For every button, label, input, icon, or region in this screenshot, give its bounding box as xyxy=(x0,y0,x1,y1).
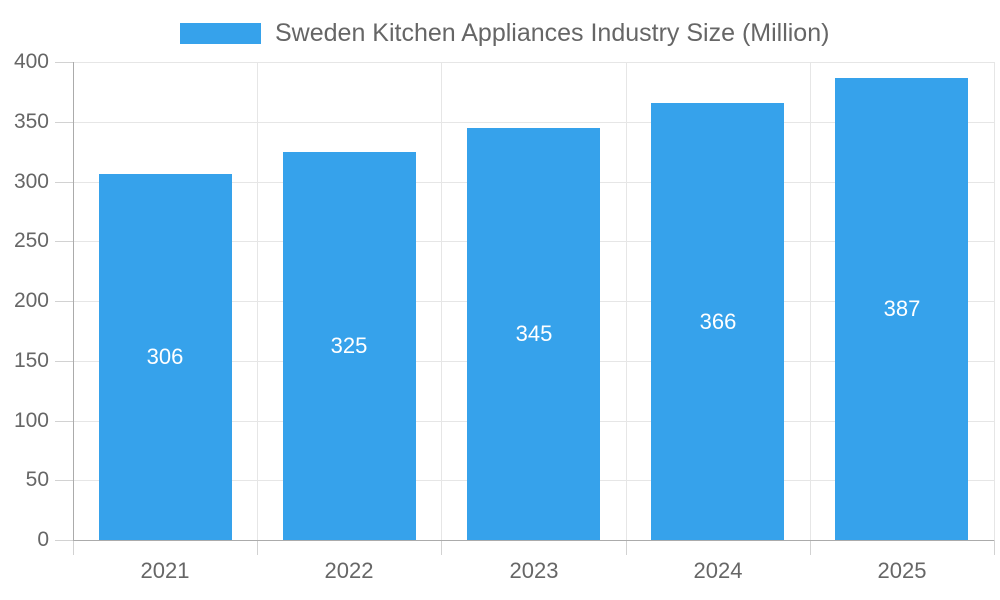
x-grid-line xyxy=(257,62,258,540)
y-axis-tick xyxy=(55,480,73,481)
y-axis-label: 150 xyxy=(13,349,49,372)
y-grid-line xyxy=(73,62,994,63)
y-axis-tick xyxy=(55,182,73,183)
y-axis-label: 350 xyxy=(13,110,49,133)
y-axis-tick xyxy=(55,361,73,362)
x-axis-label: 2023 xyxy=(509,558,559,583)
y-axis-tick xyxy=(55,62,73,63)
y-axis-tick xyxy=(55,241,73,242)
x-axis-tick xyxy=(441,540,442,555)
x-axis-tick xyxy=(810,540,811,555)
y-axis-tick xyxy=(55,421,73,422)
bar-2021[interactable] xyxy=(99,174,232,540)
y-axis-label: 0 xyxy=(37,528,49,551)
bar-2023[interactable] xyxy=(467,128,600,540)
legend-item[interactable]: Sweden Kitchen Appliances Industry Size … xyxy=(180,20,829,46)
y-axis-label: 250 xyxy=(13,229,49,252)
x-axis-label: 2024 xyxy=(693,558,743,583)
x-axis-label: 2022 xyxy=(324,558,374,583)
bar-value-label: 366 xyxy=(699,309,737,334)
bar-value-label: 325 xyxy=(330,333,368,358)
x-grid-line xyxy=(441,62,442,540)
x-axis-tick xyxy=(73,540,74,555)
bar-value-label: 345 xyxy=(515,321,553,346)
legend-color-swatch xyxy=(180,22,261,44)
y-axis-tick xyxy=(55,540,73,541)
bar-2025[interactable] xyxy=(835,78,968,540)
x-axis-tick xyxy=(994,540,995,555)
bar-value-label: 387 xyxy=(883,296,921,321)
legend-label: Sweden Kitchen Appliances Industry Size … xyxy=(275,19,830,47)
y-grid-line xyxy=(73,122,994,123)
bar-2022[interactable] xyxy=(283,152,416,540)
y-axis-label: 50 xyxy=(25,468,49,491)
y-axis-label: 100 xyxy=(13,409,49,432)
bar-2024[interactable] xyxy=(651,103,784,540)
x-grid-line xyxy=(994,62,995,540)
x-axis-label: 2025 xyxy=(877,558,927,583)
x-axis-label: 2021 xyxy=(140,558,190,583)
x-grid-line xyxy=(626,62,627,540)
x-grid-line xyxy=(810,62,811,540)
y-axis-tick xyxy=(55,301,73,302)
x-axis-tick xyxy=(626,540,627,555)
y-axis-label: 200 xyxy=(13,289,49,312)
y-axis-label: 400 xyxy=(13,50,49,73)
bar-value-label: 306 xyxy=(146,344,184,369)
x-axis-tick xyxy=(257,540,258,555)
y-axis-tick xyxy=(55,122,73,123)
x-axis-line xyxy=(73,540,994,541)
y-axis-line xyxy=(73,62,74,540)
y-axis-label: 300 xyxy=(13,170,49,193)
